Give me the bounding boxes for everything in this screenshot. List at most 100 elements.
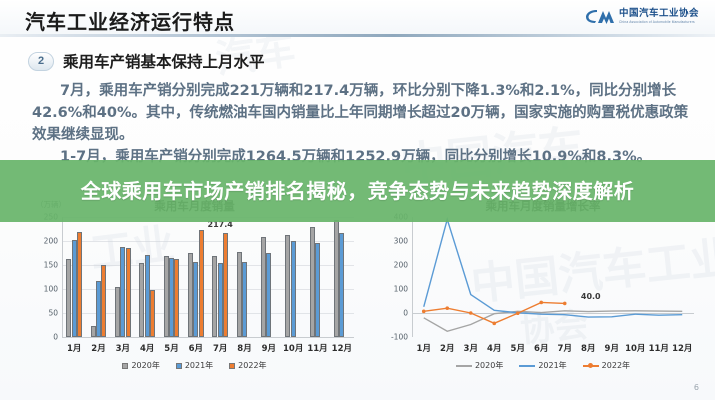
y-axis-tick-label: 100 — [43, 284, 58, 294]
x-axis-tick-label: 9月 — [261, 344, 277, 354]
x-axis-tick-label: 5月 — [510, 344, 525, 354]
legend-label: 2020年 — [474, 361, 504, 370]
bar-plot-area: 0501001502002501月2月3月4月5月6月7月8月9月10月11月1… — [44, 213, 354, 354]
y-axis-tick-label: -100 — [390, 332, 408, 342]
bar-2021年-2月 — [96, 281, 101, 337]
legend-item-2021年[interactable]: 2021年 — [175, 360, 214, 371]
bar-2020年-10月 — [285, 235, 291, 337]
legend-swatch — [229, 362, 236, 369]
headline-overlay-banner: 全球乘用车市场产销排名揭秘，竞争态势与未来趋势深度解析 — [0, 160, 715, 222]
line-marker — [468, 311, 473, 315]
y-axis-tick-label: 0 — [53, 332, 58, 342]
body-text: 7月，乘用车产销分别完成221万辆和217.4万辆，环比分别下降1.3%和2.1… — [32, 80, 692, 168]
y-axis-tick-label: 0 — [403, 308, 408, 318]
bar-2021年-12月 — [339, 232, 345, 337]
line-2020年 — [423, 310, 683, 332]
line-series-group — [421, 216, 683, 332]
x-axis-tick-label: 6月 — [188, 344, 204, 354]
bar-2022年-7月 — [223, 232, 228, 337]
page-title: 汽车工业经济运行特点 — [25, 10, 235, 34]
chart-legend: 2020年 2021年 2022年 — [378, 360, 708, 371]
bar-2020年-12月 — [334, 220, 339, 337]
bar-2021年-11月 — [315, 242, 320, 337]
y-axis-tick-label: 200 — [393, 260, 408, 270]
legend-line-swatch — [455, 364, 472, 367]
section-title: 乘用车产销基本保持上月水平 — [63, 53, 265, 71]
line-marker — [445, 306, 450, 310]
bar-2022年-5月 — [174, 258, 180, 337]
legend-label: 2021年 — [184, 361, 214, 370]
x-axis-tick-label: 1月 — [416, 344, 431, 354]
slide-header: 汽车工业经济运行特点 中国汽车工业协会 China Association of… — [0, 0, 715, 37]
x-axis-tick-label: 8月 — [237, 344, 252, 354]
bar-2021年-4月 — [144, 254, 150, 337]
association-logo: 中国汽车工业协会 China Association of Automobile… — [584, 8, 699, 25]
bar-2021年-9月 — [266, 252, 272, 337]
legend-label: 2022年 — [601, 361, 631, 370]
line-marker — [421, 309, 426, 314]
line-marker — [492, 321, 497, 326]
y-axis-tick-label: 300 — [393, 236, 408, 246]
x-axis-tick-label: 3月 — [115, 344, 131, 354]
section-heading: 2 乘用车产销基本保持上月水平 — [28, 50, 265, 72]
legend-label: 2021年 — [538, 361, 567, 370]
legend-label: 2022年 — [238, 361, 267, 370]
x-axis-tick-label: 5月 — [164, 344, 179, 354]
x-axis-tick-label: 4月 — [487, 344, 502, 354]
charts-region: （万辆） 乘用车月度销量 0501001502002501月2月3月4月5月6月… — [0, 185, 715, 385]
y-axis-tick-label: 200 — [43, 236, 58, 246]
x-axis-tick-label: 2月 — [440, 344, 455, 354]
legend-swatch — [175, 362, 182, 369]
body-paragraph-1: 7月，乘用车产销分别完成221万辆和217.4万辆，环比分别下降1.3%和2.1… — [32, 83, 689, 143]
legend-item-2020年[interactable]: 2020年 — [455, 360, 504, 371]
cam-logo-icon — [584, 8, 614, 25]
line-marker — [539, 300, 544, 305]
bar-2020年-8月 — [236, 252, 242, 337]
section-number-badge: 2 — [28, 51, 54, 71]
legend-item-2021年[interactable]: 2021年 — [519, 360, 567, 371]
legend-item-2022年[interactable]: 2022年 — [582, 360, 631, 371]
y-axis-line — [412, 217, 413, 337]
x-axis-tick-label: 2月 — [91, 344, 106, 354]
bar-2022年-4月 — [150, 290, 155, 337]
bar-2021年-8月 — [242, 262, 247, 337]
bar-2021年-7月 — [217, 262, 223, 337]
legend-label: 2020年 — [131, 361, 160, 370]
bar-2021年-10月 — [290, 241, 296, 337]
legend-item-2020年[interactable]: 2020年 — [122, 360, 160, 371]
bar-2022年-6月 — [198, 230, 204, 337]
bar-2020年-11月 — [309, 227, 315, 337]
bar-2021年-1月 — [71, 239, 77, 337]
line-marker — [562, 301, 567, 306]
bar-2020年-6月 — [188, 252, 193, 337]
bar-2020年-5月 — [163, 256, 169, 337]
bar-2021年-3月 — [120, 247, 126, 337]
header-divider — [0, 34, 715, 37]
logo-title-cn: 中国汽车工业协会 — [618, 8, 699, 20]
bar-2020年-7月 — [212, 256, 218, 337]
line-2021年 — [423, 216, 683, 318]
bar-2022年-3月 — [125, 247, 131, 337]
x-axis-tick-label: 8月 — [581, 344, 596, 354]
x-axis-tick-label: 11月 — [648, 344, 669, 354]
x-axis-tick-label: 9月 — [604, 344, 619, 354]
y-axis-tick-label: 100 — [393, 284, 408, 294]
legend-line-swatch — [519, 364, 536, 367]
headline-overlay-title: 全球乘用车市场产销排名揭秘，竞争态势与未来趋势深度解析 — [80, 178, 635, 203]
bar-2020年-9月 — [261, 237, 266, 337]
legend-swatch — [122, 362, 129, 369]
x-axis-tick-label: 7月 — [212, 344, 228, 354]
y-axis-line — [62, 217, 63, 337]
legend-item-2022年[interactable]: 2022年 — [229, 360, 267, 371]
data-label: 40.0 — [580, 292, 601, 302]
bar-2020年-2月 — [90, 326, 96, 337]
bar-2020年-1月 — [66, 258, 72, 337]
x-axis-tick-label: 7月 — [557, 344, 572, 354]
x-axis-line — [62, 337, 354, 338]
y-axis-tick-label: 150 — [43, 260, 58, 270]
data-label: 217.4 — [207, 219, 233, 229]
bar-2020年-3月 — [115, 286, 120, 337]
bar-2020年-4月 — [139, 262, 145, 337]
bar-2022年-1月 — [77, 231, 82, 337]
